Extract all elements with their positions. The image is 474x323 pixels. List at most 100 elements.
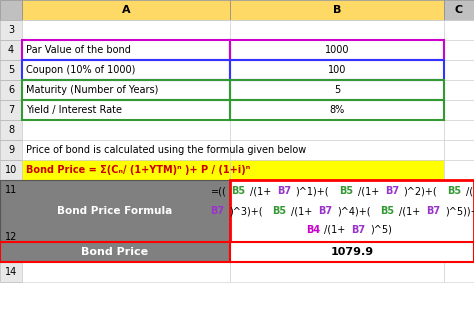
- Text: B4: B4: [306, 224, 320, 234]
- Bar: [22, 80, 230, 100]
- Bar: [444, 40, 474, 60]
- Text: B: B: [333, 5, 341, 15]
- Text: B7: B7: [385, 186, 399, 196]
- Bar: [230, 180, 444, 200]
- Text: Yield / Interest Rate: Yield / Interest Rate: [26, 105, 122, 115]
- Bar: [22, 262, 230, 282]
- Text: A: A: [122, 5, 130, 15]
- Text: Par Value of the bond: Par Value of the bond: [26, 45, 131, 55]
- Text: B7: B7: [319, 206, 333, 216]
- Text: 10: 10: [5, 165, 17, 175]
- Bar: [0, 20, 22, 40]
- Text: )^4)+(: )^4)+(: [337, 206, 371, 216]
- Text: 8%: 8%: [329, 105, 345, 115]
- Text: /(1+: /(1+: [466, 186, 474, 196]
- Text: Maturity (Number of Years): Maturity (Number of Years): [26, 85, 158, 95]
- Bar: [22, 160, 230, 180]
- Text: )^2)+(: )^2)+(: [403, 186, 438, 196]
- Text: /(1+: /(1+: [399, 206, 420, 216]
- Bar: [230, 100, 444, 120]
- Bar: [22, 80, 230, 100]
- Text: 1079.9: 1079.9: [330, 247, 374, 257]
- Text: B5: B5: [273, 206, 287, 216]
- Bar: [444, 120, 474, 140]
- Bar: [230, 20, 444, 40]
- Bar: [22, 60, 230, 80]
- Bar: [0, 80, 22, 100]
- Text: 9: 9: [8, 145, 14, 155]
- Text: 7: 7: [8, 105, 14, 115]
- Bar: [444, 140, 474, 160]
- Text: B7: B7: [352, 224, 366, 234]
- Bar: [230, 180, 474, 242]
- Bar: [0, 40, 22, 60]
- Bar: [22, 40, 230, 60]
- Bar: [230, 60, 444, 80]
- Bar: [230, 160, 444, 180]
- Text: 11: 11: [5, 185, 17, 195]
- Text: /(1+: /(1+: [357, 186, 379, 196]
- Text: B7: B7: [427, 206, 440, 216]
- Text: =((: =((: [210, 186, 227, 196]
- Text: 4: 4: [8, 45, 14, 55]
- Text: B5: B5: [381, 206, 395, 216]
- Bar: [22, 40, 230, 60]
- Text: /(1+: /(1+: [291, 206, 312, 216]
- Bar: [444, 80, 474, 100]
- Bar: [22, 100, 230, 120]
- Bar: [0, 100, 22, 120]
- Bar: [230, 242, 474, 262]
- Bar: [230, 262, 444, 282]
- Bar: [230, 0, 444, 20]
- Bar: [230, 120, 444, 140]
- Text: /(1+: /(1+: [324, 224, 345, 234]
- Bar: [22, 180, 230, 200]
- Text: 3: 3: [8, 25, 14, 35]
- Text: B5: B5: [231, 186, 246, 196]
- Bar: [0, 160, 22, 180]
- Bar: [444, 262, 474, 282]
- Bar: [22, 20, 230, 40]
- Bar: [0, 120, 22, 140]
- Bar: [444, 180, 474, 200]
- Bar: [22, 120, 230, 140]
- Text: )^1)+(: )^1)+(: [296, 186, 329, 196]
- Text: B5: B5: [447, 186, 462, 196]
- Text: Coupon (10% of 1000): Coupon (10% of 1000): [26, 65, 136, 75]
- Text: )^5): )^5): [370, 224, 392, 234]
- Text: 6: 6: [8, 85, 14, 95]
- Bar: [444, 100, 474, 120]
- Text: Bond Price Formula: Bond Price Formula: [57, 206, 173, 216]
- Bar: [0, 60, 22, 80]
- Bar: [230, 40, 444, 60]
- Bar: [444, 60, 474, 80]
- Bar: [230, 80, 444, 100]
- Text: 5: 5: [8, 65, 14, 75]
- Text: 12: 12: [5, 232, 17, 242]
- Text: Bond Price = Σ(Cₙ/ (1+YTM)ⁿ )+ P / (1+i)ⁿ: Bond Price = Σ(Cₙ/ (1+YTM)ⁿ )+ P / (1+i)…: [26, 165, 250, 175]
- Text: )^5))+(: )^5))+(: [445, 206, 474, 216]
- Text: 1000: 1000: [325, 45, 349, 55]
- Bar: [444, 20, 474, 40]
- Bar: [22, 0, 230, 20]
- Bar: [22, 60, 230, 80]
- Bar: [230, 80, 444, 100]
- Text: 8: 8: [8, 125, 14, 135]
- Text: Price of bond is calculated using the formula given below: Price of bond is calculated using the fo…: [26, 145, 306, 155]
- Text: B7: B7: [210, 206, 225, 216]
- Text: 14: 14: [5, 267, 17, 277]
- Bar: [230, 40, 444, 60]
- Bar: [22, 140, 230, 160]
- Bar: [0, 180, 230, 242]
- Bar: [0, 180, 22, 200]
- Bar: [230, 140, 444, 160]
- Bar: [444, 0, 474, 20]
- Bar: [0, 0, 22, 20]
- Text: Bond Price: Bond Price: [82, 247, 148, 257]
- Bar: [444, 160, 474, 180]
- Bar: [22, 100, 230, 120]
- Text: B5: B5: [339, 186, 354, 196]
- Text: )^3)+(: )^3)+(: [229, 206, 263, 216]
- Bar: [0, 140, 22, 160]
- Bar: [230, 60, 444, 80]
